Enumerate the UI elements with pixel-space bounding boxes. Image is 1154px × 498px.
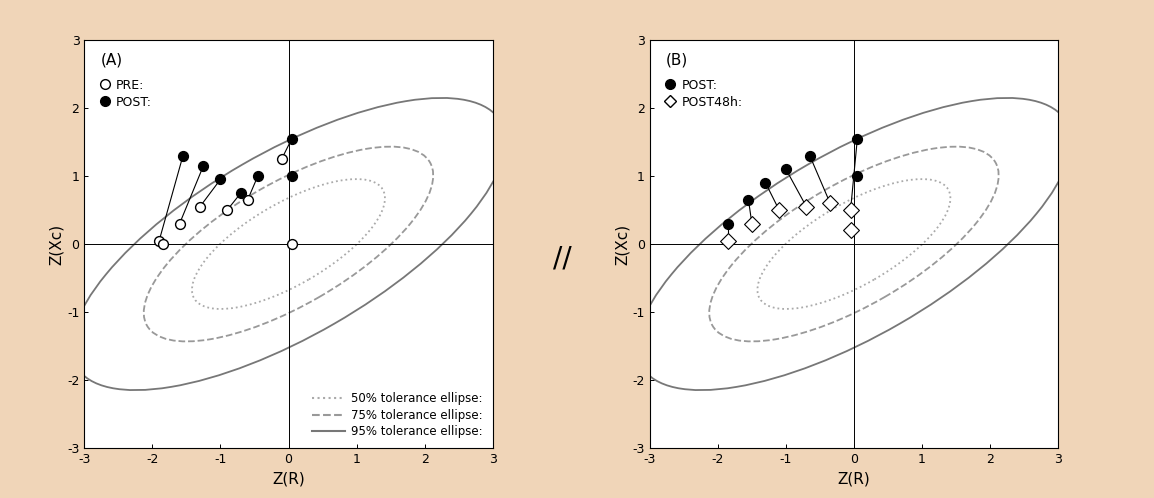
Point xyxy=(841,206,860,214)
Point xyxy=(248,172,267,180)
Point xyxy=(232,189,250,197)
Legend: POST:, POST48h:: POST:, POST48h: xyxy=(665,79,743,109)
Point xyxy=(194,162,212,170)
Y-axis label: Z(Xc): Z(Xc) xyxy=(50,224,65,264)
Point xyxy=(171,220,189,228)
Point xyxy=(756,179,774,187)
Text: //: // xyxy=(553,245,571,273)
Point xyxy=(153,240,172,248)
X-axis label: Z(R): Z(R) xyxy=(838,472,870,487)
Point xyxy=(239,196,257,204)
Text: (A): (A) xyxy=(100,52,122,67)
Point xyxy=(283,240,301,248)
Y-axis label: Z(Xc): Z(Xc) xyxy=(615,224,630,264)
Point xyxy=(848,172,867,180)
Point xyxy=(801,151,819,159)
Legend: 50% tolerance ellipse:, 75% tolerance ellipse:, 95% tolerance ellipse:: 50% tolerance ellipse:, 75% tolerance el… xyxy=(312,392,482,438)
Point xyxy=(283,134,301,142)
Point xyxy=(797,203,816,211)
Point xyxy=(740,196,758,204)
Point xyxy=(848,134,867,142)
Point xyxy=(272,155,291,163)
Point xyxy=(719,220,737,228)
Point xyxy=(770,206,788,214)
Text: (B): (B) xyxy=(666,52,689,67)
Point xyxy=(743,220,762,228)
Point xyxy=(777,165,795,173)
X-axis label: Z(R): Z(R) xyxy=(272,472,305,487)
Point xyxy=(190,203,209,211)
Point xyxy=(150,237,168,245)
Point xyxy=(174,151,193,159)
Point xyxy=(841,227,860,235)
Point xyxy=(211,175,230,183)
Point xyxy=(719,237,737,245)
Point xyxy=(218,206,237,214)
Point xyxy=(283,172,301,180)
Point xyxy=(820,199,839,207)
